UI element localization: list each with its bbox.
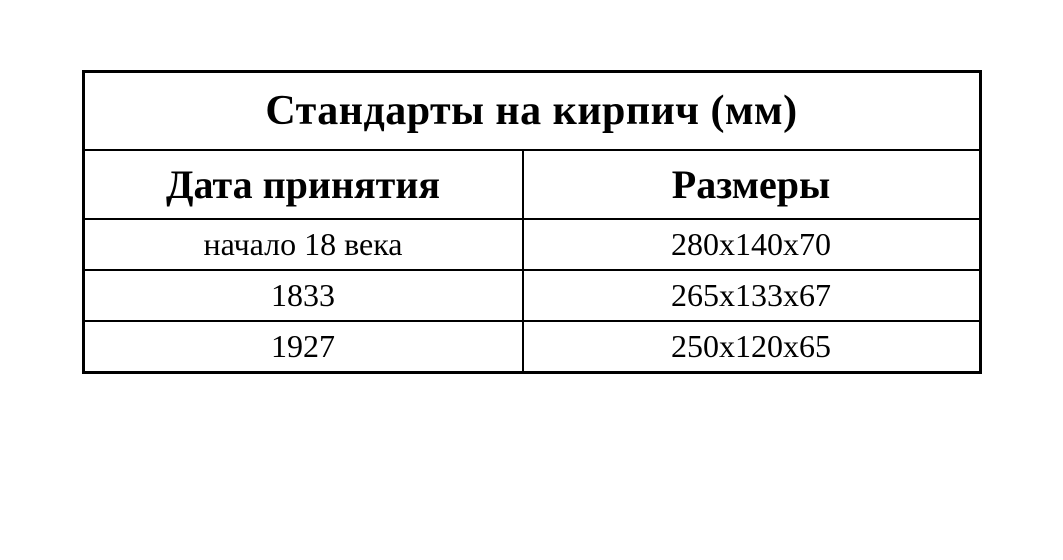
table-title: Стандарты на кирпич (мм) — [83, 72, 980, 151]
standards-table-container: Стандарты на кирпич (мм) Дата принятия Р… — [82, 70, 982, 374]
cell-date: 1833 — [83, 270, 523, 321]
cell-date: начало 18 века — [83, 219, 523, 270]
standards-table: Стандарты на кирпич (мм) Дата принятия Р… — [82, 70, 982, 374]
cell-date: 1927 — [83, 321, 523, 373]
cell-size: 265х133х67 — [523, 270, 980, 321]
table-row: 1927 250х120х65 — [83, 321, 980, 373]
column-header-size: Размеры — [523, 150, 980, 219]
table-header-row: Дата принятия Размеры — [83, 150, 980, 219]
cell-size: 250х120х65 — [523, 321, 980, 373]
table-title-row: Стандарты на кирпич (мм) — [83, 72, 980, 151]
column-header-date: Дата принятия — [83, 150, 523, 219]
table-row: 1833 265х133х67 — [83, 270, 980, 321]
cell-size: 280х140х70 — [523, 219, 980, 270]
table-row: начало 18 века 280х140х70 — [83, 219, 980, 270]
